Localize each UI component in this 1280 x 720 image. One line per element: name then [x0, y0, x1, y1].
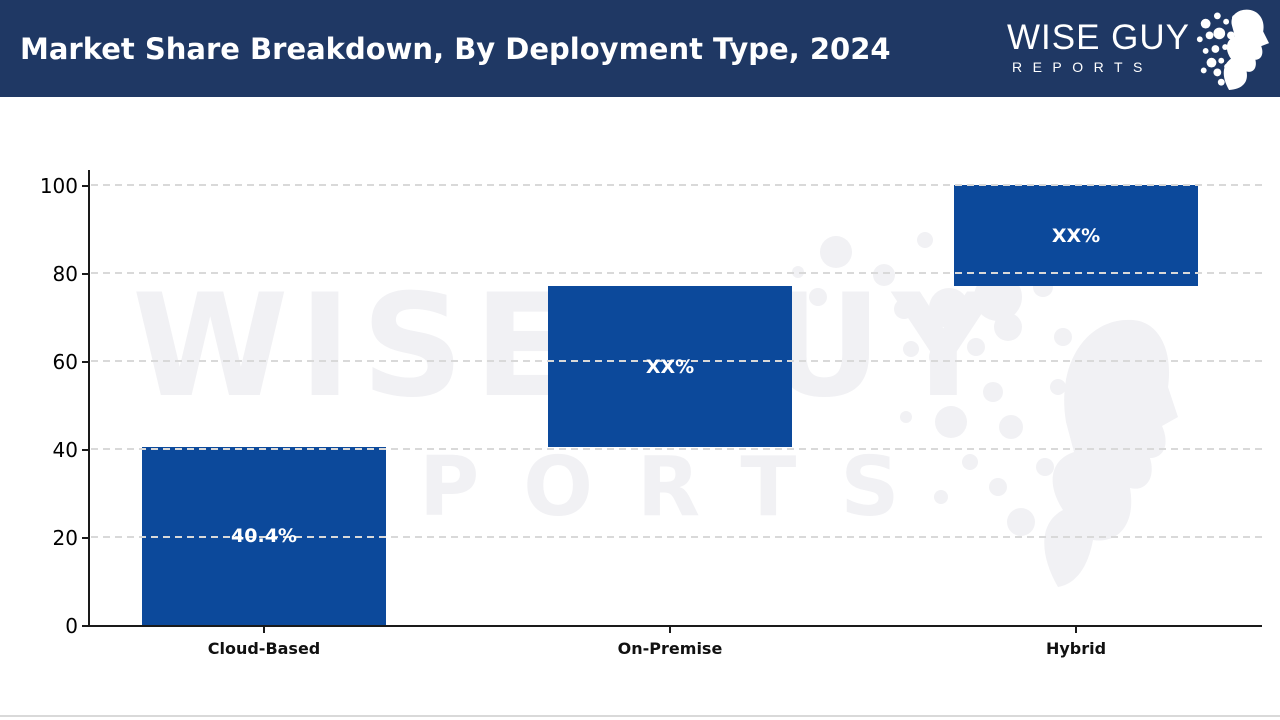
bar-hybrid	[954, 185, 1198, 287]
brand-subname: REPORTS	[1011, 59, 1153, 75]
y-tick-label: 60	[52, 350, 78, 374]
chart-plot-area: 0 20 40 60 80 100 40.4% Cloud-Based XX% On-Premis…	[0, 97, 1280, 720]
x-tick-mark	[669, 627, 671, 633]
y-tick-label: 80	[52, 262, 78, 286]
bar-value-label: 40.4%	[231, 525, 297, 548]
y-tick-label: 0	[65, 614, 78, 638]
y-tick-label: 40	[52, 438, 78, 462]
y-tick-mark	[82, 449, 88, 451]
bar-value-label: XX%	[645, 355, 695, 378]
dotted-head-profile-icon	[1196, 9, 1270, 90]
y-tick-mark	[82, 273, 88, 275]
y-tick-label: 100	[39, 174, 78, 198]
y-tick-mark	[82, 537, 88, 539]
x-axis-line	[88, 625, 1262, 627]
y-tick-label: 20	[52, 526, 78, 550]
gridline-40	[91, 448, 1262, 450]
x-tick-label: Hybrid	[1045, 639, 1107, 658]
y-tick-mark	[82, 361, 88, 363]
gridline-20	[91, 536, 1262, 538]
gridline-60	[91, 360, 1262, 362]
brand-logo-text: WISE GUY REPORTS	[1006, 18, 1190, 76]
brand-name: WISE GUY	[1006, 18, 1190, 57]
y-axis-line	[88, 170, 90, 627]
gridline-80	[91, 272, 1262, 274]
x-tick-label: Cloud-Based	[207, 639, 321, 658]
x-tick-mark	[263, 627, 265, 633]
x-tick-label: On-Premise	[617, 639, 723, 658]
header-band: Market Share Breakdown, By Deployment Ty…	[0, 0, 1280, 97]
y-tick-mark	[82, 185, 88, 187]
bottom-divider	[0, 715, 1280, 717]
page-title: Market Share Breakdown, By Deployment Ty…	[20, 31, 891, 66]
bar-on-premise	[548, 286, 792, 448]
bar-value-label: XX%	[1051, 224, 1101, 247]
x-tick-mark	[1075, 627, 1077, 633]
gridline-100	[91, 184, 1262, 186]
brand-logo: WISE GUY REPORTS	[1000, 4, 1270, 94]
y-tick-mark	[82, 625, 88, 627]
